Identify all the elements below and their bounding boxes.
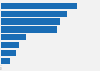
Bar xyxy=(1,18,60,25)
Bar xyxy=(1,50,16,56)
Bar xyxy=(1,11,67,17)
Bar xyxy=(1,26,57,33)
Bar xyxy=(1,34,26,40)
Bar xyxy=(1,58,10,64)
Bar xyxy=(1,42,19,48)
Bar xyxy=(1,3,77,9)
